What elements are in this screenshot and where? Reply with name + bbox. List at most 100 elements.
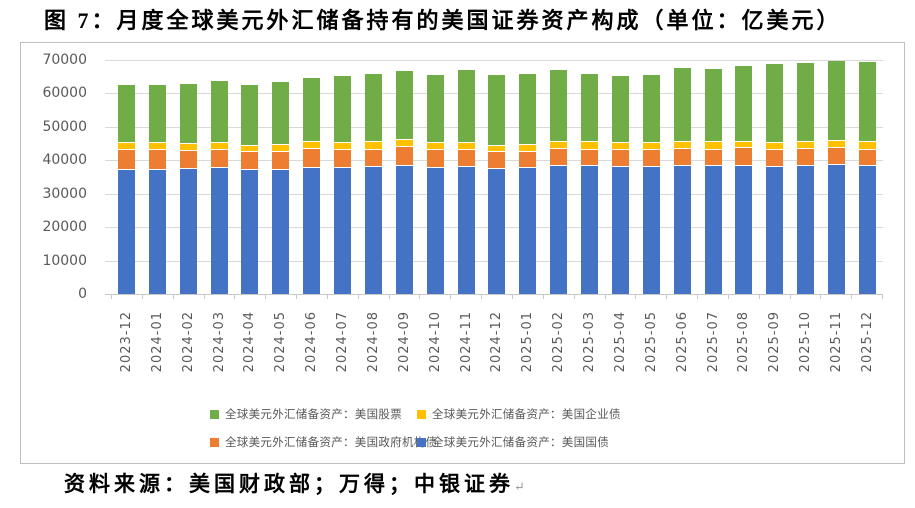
stacked-bar	[241, 85, 259, 294]
bar-segment-corporate_bonds	[828, 139, 846, 148]
stacked-bar	[704, 68, 722, 294]
x-axis-tick	[604, 294, 636, 299]
bar-segment-stocks	[611, 76, 629, 142]
bar-segment-treasuries	[519, 167, 537, 294]
bar-column-2024-12	[482, 60, 513, 294]
bar-segment-corporate_bonds	[179, 142, 197, 150]
stacked-bar	[766, 64, 784, 294]
stacked-bar	[735, 66, 753, 294]
bar-segment-agency_bonds	[457, 149, 475, 166]
stacked-bar	[395, 70, 413, 294]
x-axis-tick	[326, 294, 358, 299]
gridline-70000	[105, 60, 883, 61]
bar-segment-corporate_bonds	[426, 141, 444, 150]
bar-column-2024-09	[389, 60, 420, 294]
bar-segment-corporate_bonds	[673, 140, 691, 148]
bar-segment-corporate_bonds	[334, 141, 352, 149]
y-axis-label: 50000	[42, 118, 87, 135]
bar-segment-stocks	[364, 74, 382, 142]
y-axis-label: 30000	[42, 185, 87, 202]
x-axis-label-cell: 2023-12	[111, 311, 142, 383]
x-axis-label: 2025-04	[612, 311, 628, 373]
bar-segment-treasuries	[766, 166, 784, 294]
bars	[111, 60, 883, 294]
bar-segment-stocks	[704, 68, 722, 142]
bar-segment-stocks	[303, 78, 321, 142]
bar-column-2024-07	[327, 60, 358, 294]
x-axis-label: 2024-06	[304, 311, 320, 373]
bar-segment-agency_bonds	[735, 147, 753, 165]
x-axis-label: 2025-03	[582, 311, 598, 373]
stacked-bar	[828, 61, 846, 294]
source-note-text: 资料来源：美国财政部；万得；中银证券	[64, 472, 514, 496]
bar-segment-agency_bonds	[334, 148, 352, 168]
bar-column-2024-02	[173, 60, 204, 294]
x-axis-label: 2024-07	[335, 311, 351, 373]
bar-segment-corporate_bonds	[611, 141, 629, 150]
stacked-bar	[364, 74, 382, 294]
paragraph-return-mark: ↵	[514, 479, 525, 494]
bar-segment-stocks	[673, 68, 691, 141]
x-axis-label: 2024-03	[211, 311, 227, 373]
bar-column-2025-06	[667, 60, 698, 294]
legend-label-treasuries: 全球美元外汇储备资产：美国国债	[432, 435, 609, 449]
legend-marker-treasuries	[417, 437, 426, 447]
x-axis-label-cell: 2024-03	[204, 311, 235, 383]
source-note: 资料来源：美国财政部；万得；中银证券↵	[64, 468, 525, 498]
bar-segment-corporate_bonds	[272, 143, 290, 151]
bar-segment-agency_bonds	[272, 150, 290, 169]
bar-segment-agency_bonds	[426, 149, 444, 167]
stacked-bar	[581, 74, 599, 294]
bar-segment-stocks	[395, 70, 413, 139]
bar-column-2025-08	[729, 60, 760, 294]
x-axis-label-cell: 2025-09	[759, 311, 790, 383]
x-axis-label-cell: 2024-10	[420, 311, 451, 383]
stacked-bar	[488, 75, 506, 294]
x-axis-label-cell: 2025-04	[605, 311, 636, 383]
stacked-bar	[457, 70, 475, 294]
bar-segment-stocks	[457, 70, 475, 142]
y-axis-label: 40000	[42, 152, 87, 169]
stacked-bar	[179, 83, 197, 294]
x-axis-tick	[727, 294, 759, 299]
x-axis-tick	[481, 294, 512, 299]
bar-segment-agency_bonds	[550, 147, 568, 165]
stacked-bar	[272, 82, 290, 294]
x-axis-label: 2025-05	[643, 311, 659, 373]
bar-segment-corporate_bonds	[735, 140, 753, 148]
bar-segment-treasuries	[426, 166, 444, 294]
bar-segment-treasuries	[673, 165, 691, 294]
bar-column-2024-11	[451, 60, 482, 294]
stacked-bar	[797, 63, 815, 294]
bar-segment-corporate_bonds	[364, 141, 382, 149]
x-axis-label-cell: 2025-10	[790, 311, 821, 383]
y-axis-label: 10000	[42, 252, 87, 269]
bar-segment-stocks	[241, 85, 259, 146]
bar-segment-stocks	[426, 75, 444, 142]
stacked-bar	[334, 75, 352, 294]
x-axis-label: 2025-01	[520, 311, 536, 373]
x-axis-label-cell: 2024-01	[142, 311, 173, 383]
chart-frame: 0 10000 20000 30000 40000 50000 60000 70000 202…	[20, 42, 905, 464]
bar-segment-treasuries	[457, 166, 475, 294]
legend-label-corporate_bonds: 全球美元外汇储备资产：美国企业债	[432, 407, 621, 421]
bar-segment-stocks	[642, 74, 660, 142]
bar-column-2025-10	[790, 60, 821, 294]
stacked-bar	[611, 76, 629, 294]
legend-label-stocks: 全球美元外汇储备资产：美国股票	[225, 407, 402, 421]
x-axis-label-cell: 2024-02	[173, 311, 204, 383]
x-axis-label: 2025-09	[767, 311, 783, 373]
legend-marker-stocks	[210, 409, 219, 419]
bar-segment-stocks	[334, 75, 352, 142]
x-axis-label: 2025-08	[736, 311, 752, 373]
x-axis-label: 2024-05	[273, 311, 289, 373]
x-axis-label-cell: 2025-03	[574, 311, 605, 383]
bar-segment-corporate_bonds	[519, 143, 537, 151]
y-axis-label: 70000	[42, 52, 87, 68]
x-axis-label-cell: 2025-01	[512, 311, 543, 383]
x-axis-tick	[234, 294, 265, 299]
x-axis-label: 2024-10	[427, 311, 443, 373]
bar-segment-agency_bonds	[611, 149, 629, 166]
bar-segment-corporate_bonds	[858, 141, 876, 149]
